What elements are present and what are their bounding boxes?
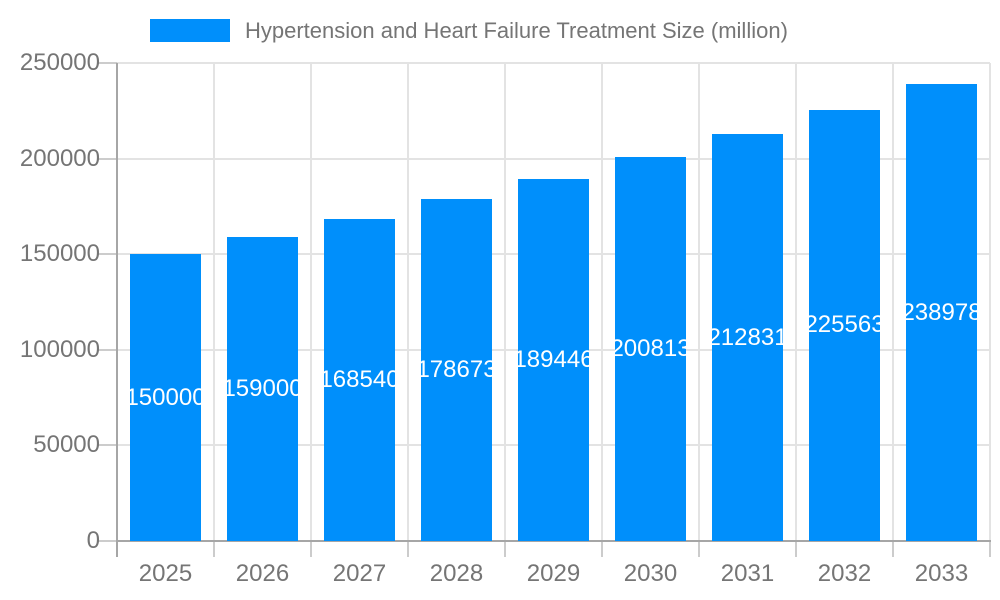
y-axis-tick	[97, 444, 117, 447]
y-axis-label: 200000	[19, 144, 100, 172]
x-axis-label: 2032	[817, 560, 872, 587]
x-axis-label: 2030	[623, 560, 678, 587]
legend-swatch	[150, 19, 230, 42]
y-axis-tick	[97, 348, 117, 351]
vertical-gridline	[601, 63, 603, 541]
y-axis-label: 250000	[19, 49, 100, 76]
x-axis-label: 2025	[138, 560, 193, 587]
bar-data-label: 189446	[518, 345, 589, 373]
vertical-gridline	[213, 63, 215, 541]
bar: 212831	[712, 134, 783, 541]
bar-data-label: 159000	[227, 374, 298, 402]
x-axis-tick	[989, 541, 991, 557]
x-axis-tick	[892, 541, 894, 557]
bar: 189446	[518, 178, 589, 541]
chart-legend: Hypertension and Heart Failure Treatment…	[150, 19, 788, 42]
vertical-gridline	[795, 63, 797, 541]
bar: 225563	[809, 109, 880, 541]
y-axis-tick	[97, 253, 117, 256]
y-axis-line	[116, 63, 118, 557]
x-axis-label: 2029	[526, 560, 581, 587]
bar-data-label: 150000	[130, 383, 201, 411]
x-axis-label: 2028	[429, 560, 484, 587]
vertical-gridline	[504, 63, 506, 541]
legend-label: Hypertension and Heart Failure Treatment…	[245, 18, 788, 43]
bar: 168540	[324, 218, 395, 541]
bar: 200813	[615, 157, 686, 541]
vertical-gridline	[310, 63, 312, 541]
bar: 238978	[906, 84, 977, 541]
y-axis-label: 150000	[19, 240, 100, 268]
vertical-gridline	[989, 63, 991, 541]
x-axis-line	[116, 540, 991, 542]
vertical-gridline	[892, 63, 894, 541]
horizontal-gridline	[117, 157, 990, 160]
x-axis-label: 2031	[720, 560, 775, 587]
x-axis-label: 2033	[914, 560, 969, 587]
x-axis-tick	[310, 541, 312, 557]
x-axis-tick	[407, 541, 409, 557]
y-axis-label: 50000	[33, 431, 100, 459]
bar-data-label: 225563	[809, 311, 880, 339]
bar: 159000	[227, 236, 298, 541]
x-axis-tick	[213, 541, 215, 557]
y-axis-tick	[97, 157, 117, 160]
bar-data-label: 238978	[906, 298, 977, 326]
y-axis-tick	[97, 540, 117, 542]
bar-data-label: 200813	[615, 335, 686, 362]
y-axis-label: 0	[86, 527, 100, 554]
x-axis-tick	[698, 541, 700, 557]
x-axis-tick	[504, 541, 506, 557]
bar: 178673	[421, 199, 492, 541]
vertical-gridline	[698, 63, 700, 541]
bar-data-label: 212831	[712, 323, 783, 351]
horizontal-gridline	[117, 62, 990, 64]
x-axis-label: 2027	[332, 560, 387, 587]
bar: 150000	[130, 254, 201, 541]
y-axis-tick	[97, 62, 117, 64]
vertical-gridline	[407, 63, 409, 541]
bar-data-label: 168540	[324, 365, 395, 393]
y-axis-label: 100000	[19, 335, 100, 363]
x-axis-label: 2026	[235, 560, 290, 587]
x-axis-tick	[601, 541, 603, 557]
bar-data-label: 178673	[421, 356, 492, 384]
x-axis-tick	[795, 541, 797, 557]
